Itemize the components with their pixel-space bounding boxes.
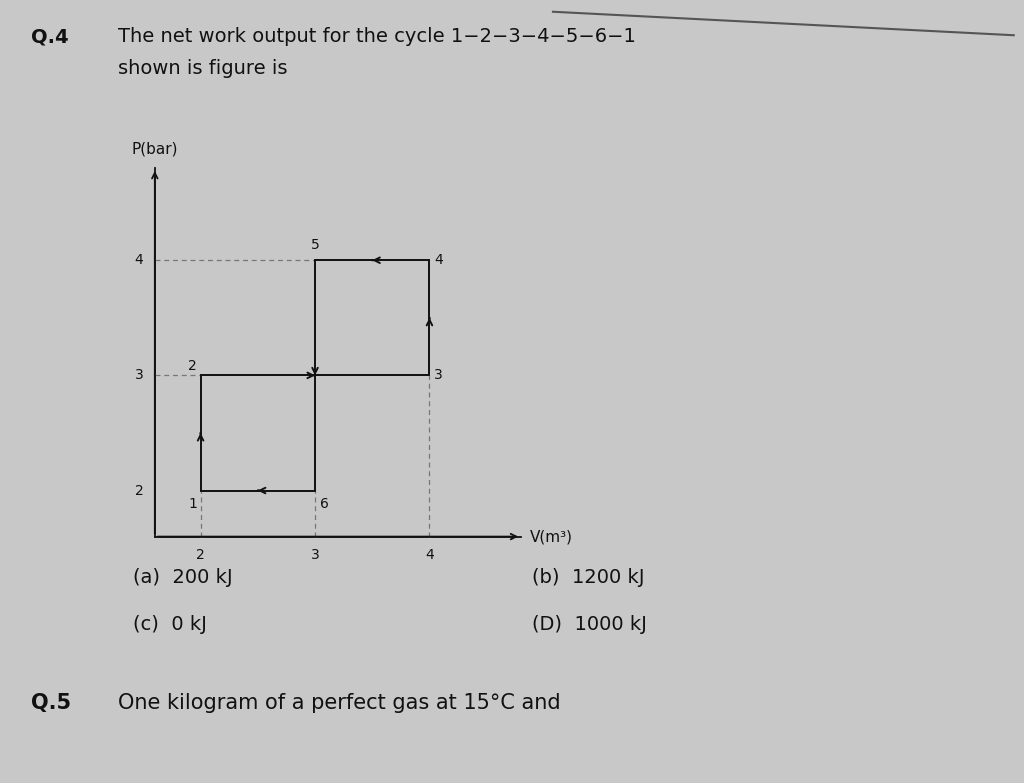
Text: (c)  0 kJ: (c) 0 kJ (133, 615, 207, 633)
Text: P(bar): P(bar) (131, 142, 178, 157)
Text: V(m³): V(m³) (530, 529, 573, 544)
Text: 5: 5 (310, 238, 319, 252)
Text: 2: 2 (134, 484, 143, 497)
Text: One kilogram of a perfect gas at 15°C and: One kilogram of a perfect gas at 15°C an… (118, 693, 560, 713)
Text: 6: 6 (319, 497, 329, 511)
Text: 3: 3 (134, 368, 143, 382)
Text: 3: 3 (434, 368, 443, 382)
Text: 4: 4 (134, 253, 143, 267)
Text: shown is figure is: shown is figure is (118, 59, 288, 78)
Text: 4: 4 (434, 253, 443, 267)
Text: (b)  1200 kJ: (b) 1200 kJ (532, 568, 645, 586)
Text: 1: 1 (188, 497, 197, 511)
Text: 2: 2 (188, 359, 197, 373)
Text: 4: 4 (425, 548, 434, 562)
Text: Q.5: Q.5 (31, 693, 71, 713)
Text: Q.4: Q.4 (31, 27, 69, 46)
Text: 2: 2 (197, 548, 205, 562)
Text: 3: 3 (310, 548, 319, 562)
Text: (a)  200 kJ: (a) 200 kJ (133, 568, 232, 586)
Text: (D)  1000 kJ: (D) 1000 kJ (532, 615, 647, 633)
Text: The net work output for the cycle 1−2−3−4−5−6−1: The net work output for the cycle 1−2−3−… (118, 27, 636, 46)
